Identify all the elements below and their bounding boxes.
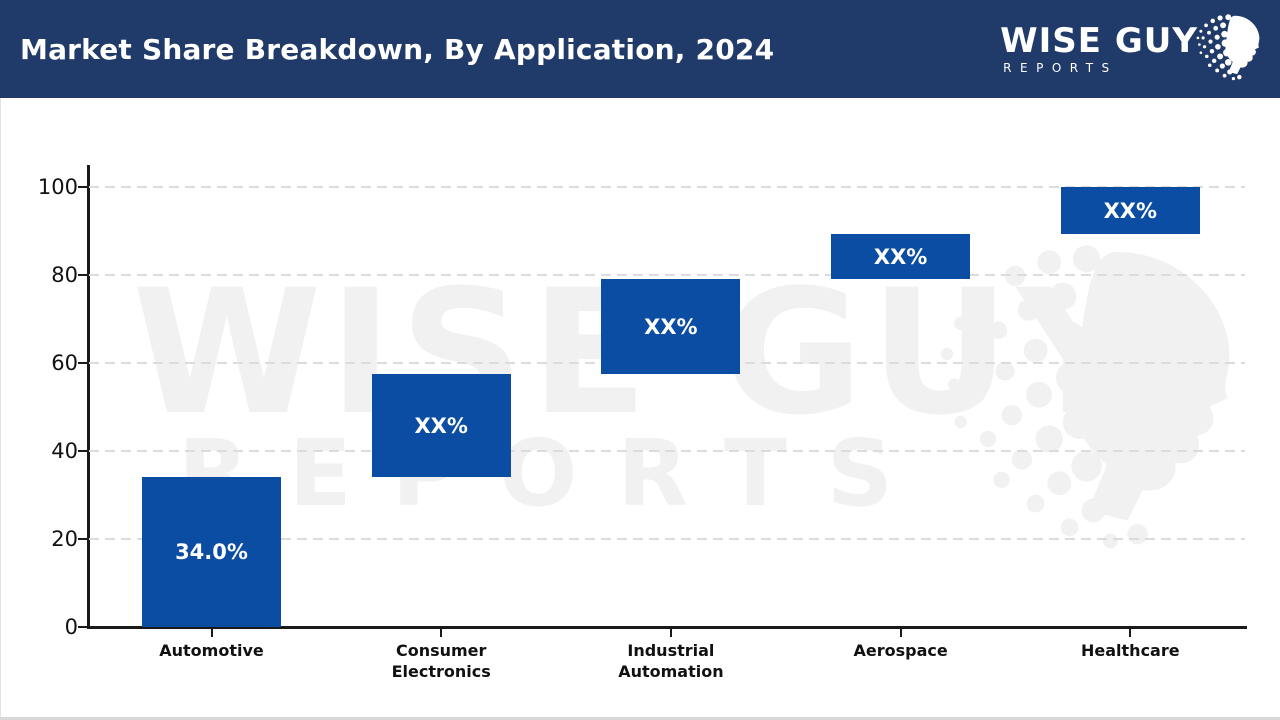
logo-text: WISE GUY REPORTS bbox=[1000, 24, 1198, 75]
wiseguy-logo: WISE GUY REPORTS bbox=[1000, 6, 1266, 92]
y-tick-mark bbox=[78, 450, 87, 452]
y-tick-label: 40 bbox=[51, 439, 78, 463]
bar-aerospace: XX% bbox=[831, 234, 971, 280]
y-tick-mark bbox=[78, 626, 87, 628]
x-tick-mark bbox=[669, 629, 672, 637]
bar-healthcare: XX% bbox=[1060, 187, 1200, 235]
logo-wordmark: WISE GUY bbox=[1000, 20, 1198, 61]
y-axis-spine bbox=[87, 165, 90, 629]
x-tick-mark bbox=[899, 629, 902, 637]
bar-value-label: XX% bbox=[873, 244, 928, 269]
x-category-label: Aerospace bbox=[853, 641, 948, 660]
logo-subtitle: REPORTS bbox=[1003, 60, 1118, 75]
y-tick-label: 60 bbox=[51, 351, 78, 375]
bar-industrial-automation: XX% bbox=[601, 279, 741, 374]
gridline bbox=[89, 538, 1245, 540]
footer-strip bbox=[0, 717, 1280, 720]
x-category-label: Healthcare bbox=[1081, 641, 1180, 660]
y-tick-mark bbox=[78, 186, 87, 188]
bar-automotive: 34.0% bbox=[142, 477, 281, 627]
bar-value-label: XX% bbox=[644, 314, 698, 339]
bar-value-label: XX% bbox=[1103, 198, 1158, 223]
x-axis-spine bbox=[87, 626, 1247, 629]
y-tick-label: 80 bbox=[51, 263, 78, 287]
y-tick-mark bbox=[78, 274, 87, 276]
x-category-label: Industrial Automation bbox=[618, 641, 724, 681]
x-tick-mark bbox=[1129, 629, 1132, 637]
x-category-label: Automotive bbox=[159, 641, 264, 660]
gridline bbox=[89, 186, 1245, 188]
y-tick-label: 0 bbox=[64, 615, 78, 639]
left-border bbox=[0, 98, 1, 720]
y-tick-label: 100 bbox=[37, 175, 78, 199]
y-tick-mark bbox=[78, 362, 87, 364]
header: Market Share Breakdown, By Application, … bbox=[0, 0, 1280, 98]
x-tick-mark bbox=[210, 629, 213, 637]
bar-value-label: 34.0% bbox=[175, 540, 248, 565]
page-title: Market Share Breakdown, By Application, … bbox=[20, 32, 775, 66]
watermark-subtitle: REPORTS bbox=[178, 420, 934, 527]
gridline bbox=[89, 450, 1245, 452]
x-tick-mark bbox=[440, 629, 443, 637]
y-tick-mark bbox=[78, 538, 87, 540]
bar-value-label: XX% bbox=[414, 413, 468, 438]
x-category-label: Consumer Electronics bbox=[391, 641, 491, 681]
y-tick-label: 20 bbox=[51, 527, 78, 551]
bar-consumer-electronics: XX% bbox=[371, 374, 511, 478]
gridline bbox=[89, 274, 1245, 276]
